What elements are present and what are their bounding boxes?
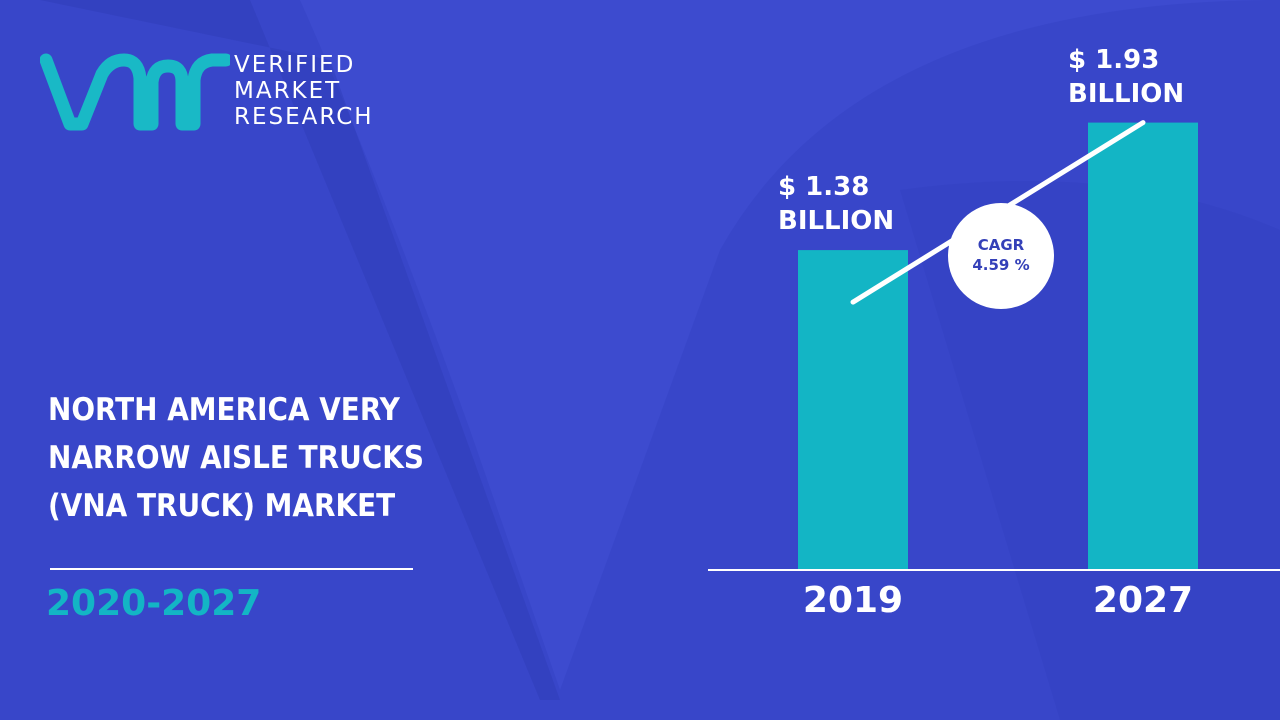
cagr-value: 4.59 % [972, 256, 1030, 274]
data-label-2019: $ 1.38 BILLION [778, 170, 894, 238]
page-title: NORTH AMERICA VERY NARROW AISLE TRUCKS (… [48, 386, 508, 530]
logo-wordmark: VERIFIED MARKET RESEARCH [234, 52, 374, 130]
logo-line-research: RESEARCH [234, 104, 374, 130]
data-label-2027: $ 1.93 BILLION [1068, 43, 1184, 111]
title-line-2: NARROW AISLE TRUCKS [48, 440, 424, 476]
logo-line-verified: VERIFIED [234, 52, 356, 78]
x-tick-2019: 2019 [802, 580, 904, 621]
bar-2027 [1088, 122, 1198, 570]
x-tick-2027: 2027 [1092, 580, 1194, 621]
title-line-3: (VNA TRUCK) MARKET [48, 488, 396, 524]
logo-line-market: MARKET [234, 78, 342, 104]
data-label-amount: $ 1.93 [1068, 44, 1160, 75]
title-line-1: NORTH AMERICA VERY [48, 392, 400, 428]
vmr-logo-icon [40, 53, 230, 131]
data-label-amount: $ 1.38 [778, 172, 870, 203]
data-label-unit: BILLION [1068, 78, 1185, 109]
forecast-period: 2020-2027 [46, 583, 262, 624]
title-divider [50, 568, 413, 570]
cagr-label: CAGR [977, 236, 1025, 254]
data-label-unit: BILLION [778, 206, 895, 237]
cagr-badge: CAGR 4.59 % [948, 203, 1054, 309]
bar-2019 [798, 250, 908, 570]
